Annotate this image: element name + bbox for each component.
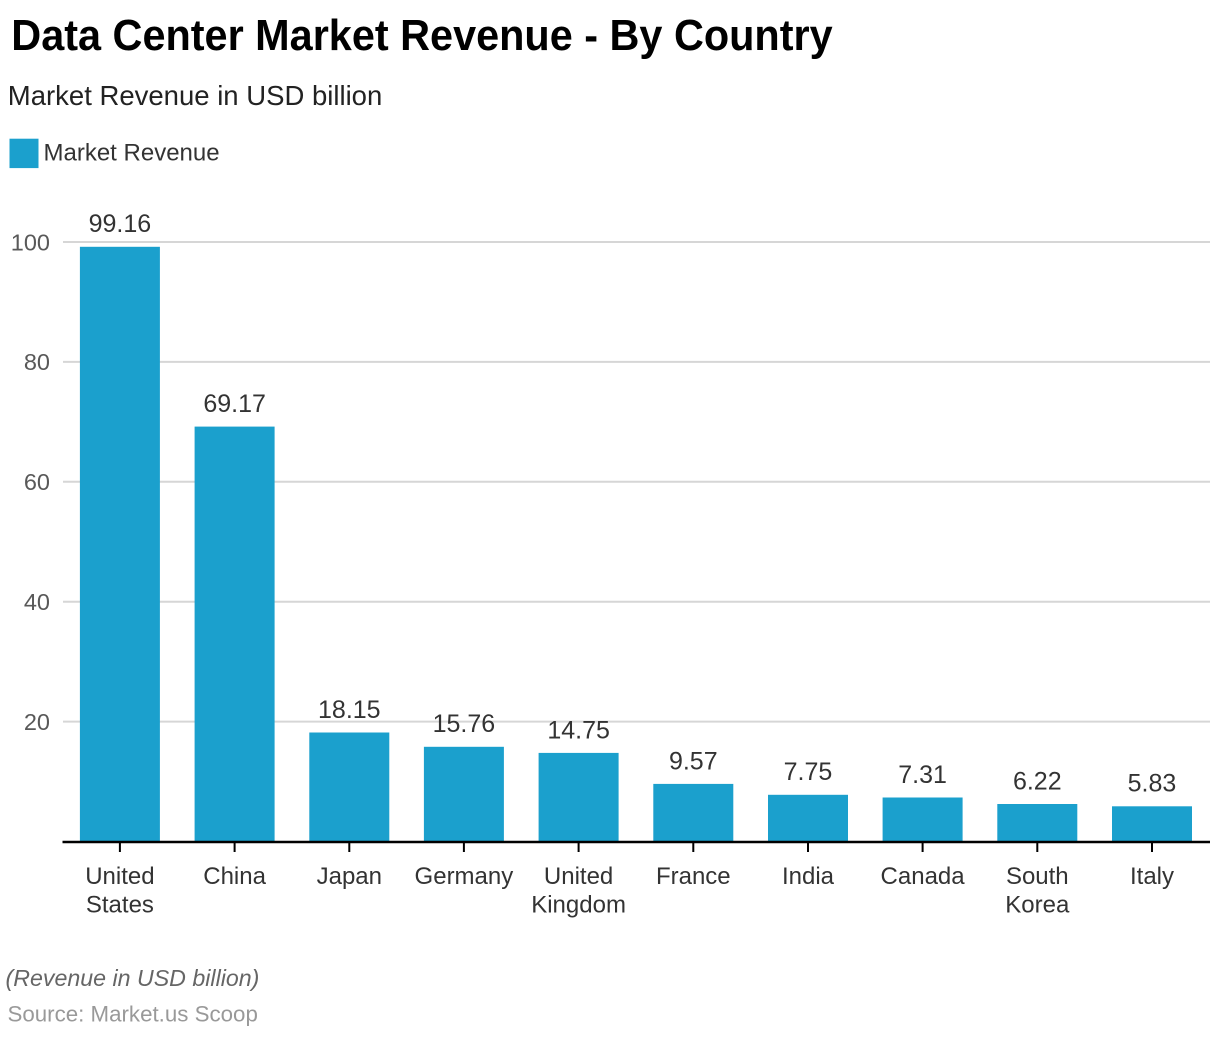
svg-text:States: States xyxy=(86,892,154,919)
svg-text:40: 40 xyxy=(24,589,50,615)
svg-text:Italy: Italy xyxy=(1130,863,1174,890)
svg-text:7.31: 7.31 xyxy=(898,761,947,789)
svg-text:Germany: Germany xyxy=(415,863,514,890)
svg-text:15.76: 15.76 xyxy=(433,710,496,738)
svg-text:14.75: 14.75 xyxy=(547,716,610,744)
svg-text:Market Revenue in USD billion: Market Revenue in USD billion xyxy=(8,80,382,111)
svg-text:Source: Market.us Scoop: Source: Market.us Scoop xyxy=(8,1002,258,1027)
svg-text:18.15: 18.15 xyxy=(318,696,381,724)
svg-text:(Revenue in USD billion): (Revenue in USD billion) xyxy=(6,965,260,991)
svg-text:20: 20 xyxy=(24,709,50,735)
svg-text:60: 60 xyxy=(24,469,50,495)
svg-text:Japan: Japan xyxy=(317,863,382,890)
svg-text:China: China xyxy=(203,863,266,890)
svg-text:100: 100 xyxy=(11,229,50,255)
svg-text:Data Center Market Revenue - B: Data Center Market Revenue - By Country xyxy=(11,11,833,60)
svg-text:Korea: Korea xyxy=(1005,892,1070,919)
svg-text:France: France xyxy=(656,863,731,890)
svg-text:United: United xyxy=(85,863,154,890)
svg-text:Canada: Canada xyxy=(881,863,966,890)
svg-text:9.57: 9.57 xyxy=(669,747,718,775)
svg-text:99.16: 99.16 xyxy=(89,210,152,238)
svg-text:United: United xyxy=(544,863,613,890)
svg-text:5.83: 5.83 xyxy=(1128,770,1177,798)
svg-text:Market Revenue: Market Revenue xyxy=(44,140,220,167)
svg-text:Kingdom: Kingdom xyxy=(531,892,626,919)
svg-text:7.75: 7.75 xyxy=(784,758,833,786)
svg-text:80: 80 xyxy=(24,349,50,375)
svg-text:69.17: 69.17 xyxy=(203,390,266,418)
svg-text:6.22: 6.22 xyxy=(1013,767,1062,795)
svg-text:India: India xyxy=(782,863,835,890)
svg-text:South: South xyxy=(1006,863,1069,890)
